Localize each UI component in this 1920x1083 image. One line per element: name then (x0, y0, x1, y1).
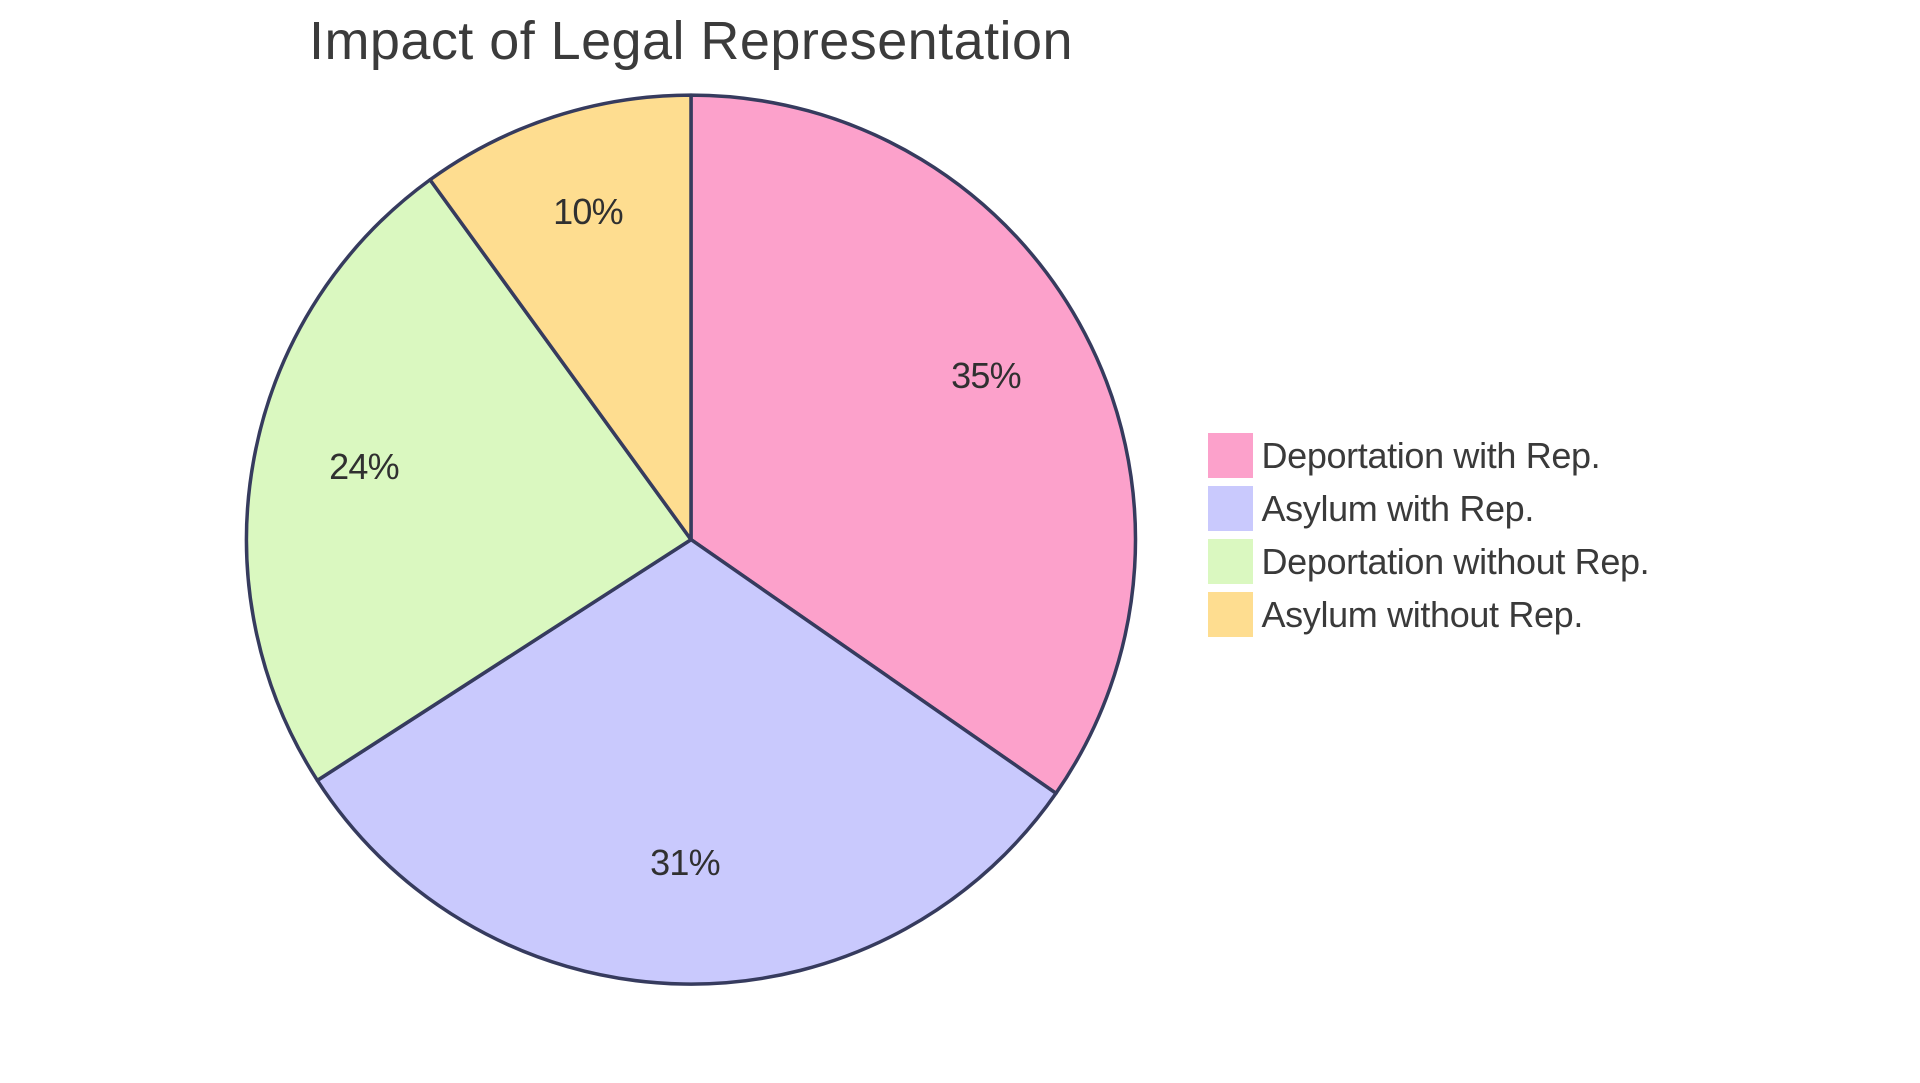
svg-text:10%: 10% (553, 191, 623, 232)
svg-text:31%: 31% (650, 842, 720, 883)
svg-text:24%: 24% (329, 446, 399, 487)
svg-text:35%: 35% (951, 355, 1021, 396)
